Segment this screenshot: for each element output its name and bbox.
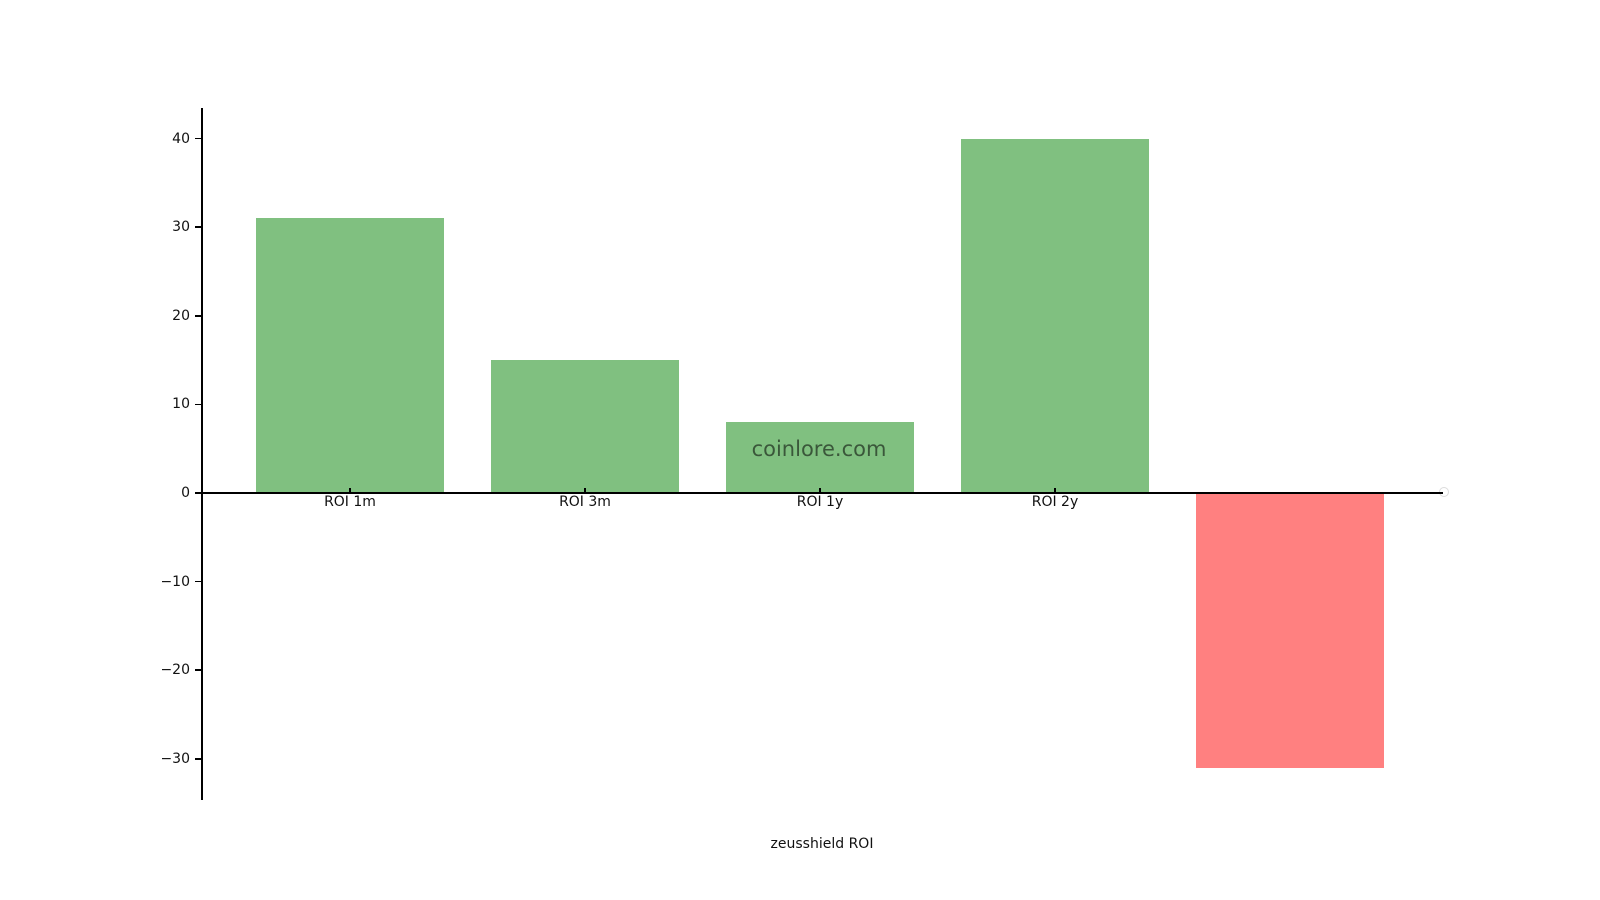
y-tick-40: [195, 137, 202, 140]
y-tick-neg30: [195, 758, 202, 760]
x-axis-zero-line: [202, 492, 1443, 494]
y-tick-neg20: [195, 669, 202, 671]
bar-roi-1y: [726, 422, 914, 493]
x-tick-label-roi-3m: ROI 3m: [559, 494, 611, 510]
bar-roi-2y: [961, 138, 1149, 493]
y-tick-30: [195, 226, 202, 228]
bar-roi-3m: [491, 360, 679, 493]
chart-xlabel: zeusshield ROI: [770, 836, 874, 852]
x-tick-roi-1y: [819, 488, 821, 493]
y-tick-20: [195, 315, 202, 317]
y-tick-0: [195, 492, 202, 494]
y-tick-label-neg10: −10: [160, 573, 190, 590]
x-tick-label-roi-1y: ROI 1y: [796, 494, 844, 510]
y-tick-label-0: 0: [181, 485, 190, 501]
y-tick-neg10: [195, 580, 202, 583]
y-tick-label-neg30: −30: [160, 750, 190, 767]
coinlore-watermark: coinlore.com: [751, 437, 887, 461]
y-tick-10: [195, 403, 202, 406]
x-tick-label-roi-1m: ROI 1m: [324, 494, 376, 510]
x-tick-roi-3m: [584, 488, 586, 493]
x-tick-roi-1m: [349, 488, 351, 493]
y-tick-label-neg20: −20: [160, 662, 190, 679]
y-tick-label-40: 40: [172, 130, 190, 147]
bar-roi-1m: [256, 218, 444, 493]
y-tick-label-20: 20: [172, 307, 190, 324]
y-tick-label-10: 10: [172, 396, 190, 413]
axis-end-marker-artifact: [1439, 487, 1449, 497]
bar-5: [1196, 493, 1384, 768]
y-tick-label-30: 30: [172, 219, 190, 236]
y-axis-spine: [201, 108, 203, 800]
x-tick-roi-2y: [1054, 488, 1056, 493]
x-tick-label-roi-2y: ROI 2y: [1031, 494, 1079, 510]
